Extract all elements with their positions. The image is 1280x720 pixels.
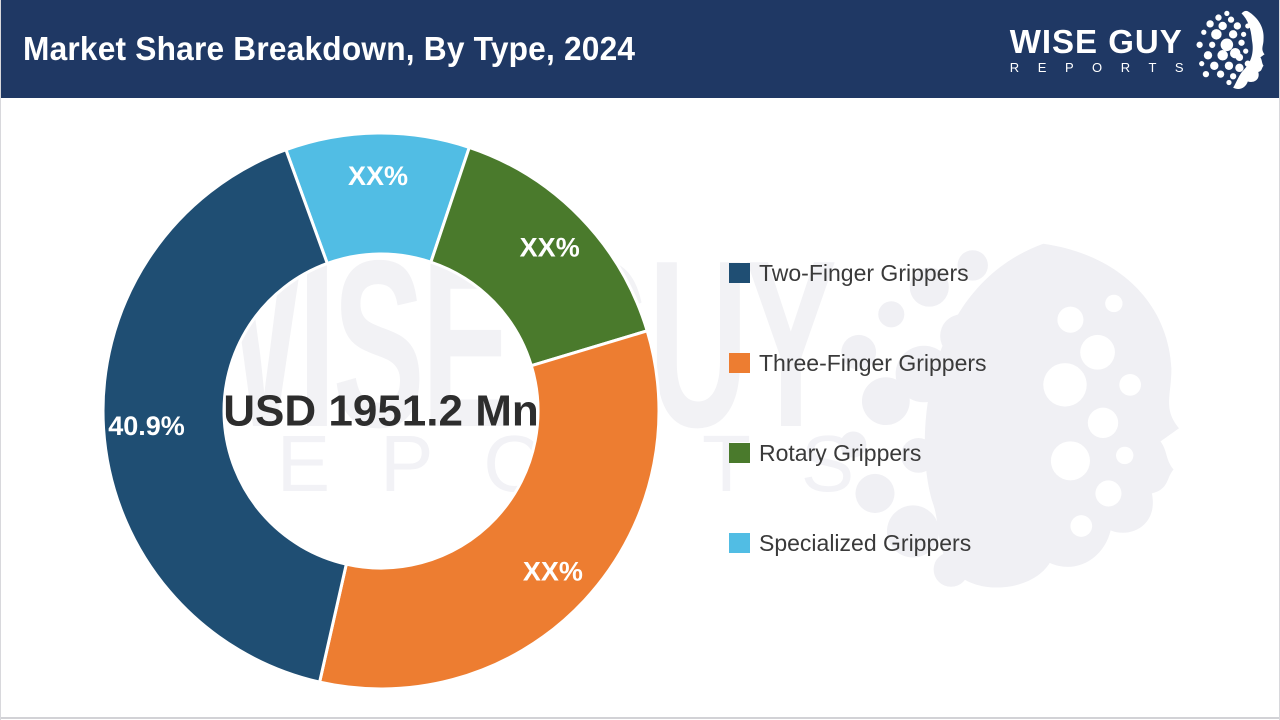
donut-segment-two-finger-grippers[interactable] [101,148,348,684]
brand-face-icon [1196,10,1265,89]
donut-segment-label: 40.9% [108,411,185,441]
donut-segment-three-finger-grippers[interactable] [318,329,661,691]
legend-label: Two-Finger Grippers [759,259,969,286]
donut-segments [101,131,661,691]
legend-item-specialized-grippers[interactable]: Specialized Grippers [729,528,987,558]
donut-center-value: USD 1951.2 Mn [223,387,538,436]
donut-segment-label: XX% [523,556,583,586]
donut-segment-label: XX% [348,161,408,191]
legend-label: Rotary Grippers [759,439,922,466]
brand-logo-text: WISE GUY R E P O R T S [1010,25,1191,74]
legend-swatch [729,533,750,553]
donut-labels: XX% XX% XX% 40.9% [108,161,583,586]
legend-label: Three-Finger Grippers [759,349,987,376]
brand-subtitle: R E P O R T S [1009,59,1191,75]
brand-name: WISE GUY [1009,22,1183,60]
donut-chart: XX% XX% XX% 40.9% USD 1951.2 Mn [101,131,661,691]
brand-logo: WISE GUY R E P O R T S [1010,5,1267,93]
legend-item-rotary-grippers[interactable]: Rotary Grippers [729,438,987,468]
legend-swatch [729,443,750,463]
legend-swatch [729,353,750,373]
donut-segment-label: XX% [520,232,580,262]
legend-swatch [729,263,750,283]
watermark-face-icon [840,243,1179,588]
legend-label: Specialized Grippers [759,529,972,556]
page-title: Market Share Breakdown, By Type, 2024 [23,30,636,67]
donut-segment-rotary-grippers[interactable] [429,145,649,368]
legend-item-two-finger-grippers[interactable]: Two-Finger Grippers [729,258,987,288]
legend: Two-Finger Grippers Three-Finger Grippers… [729,258,987,618]
legend-item-three-finger-grippers[interactable]: Three-Finger Grippers [729,348,987,378]
bottom-divider [1,717,1279,719]
header: Market Share Breakdown, By Type, 2024 WI… [1,0,1279,98]
